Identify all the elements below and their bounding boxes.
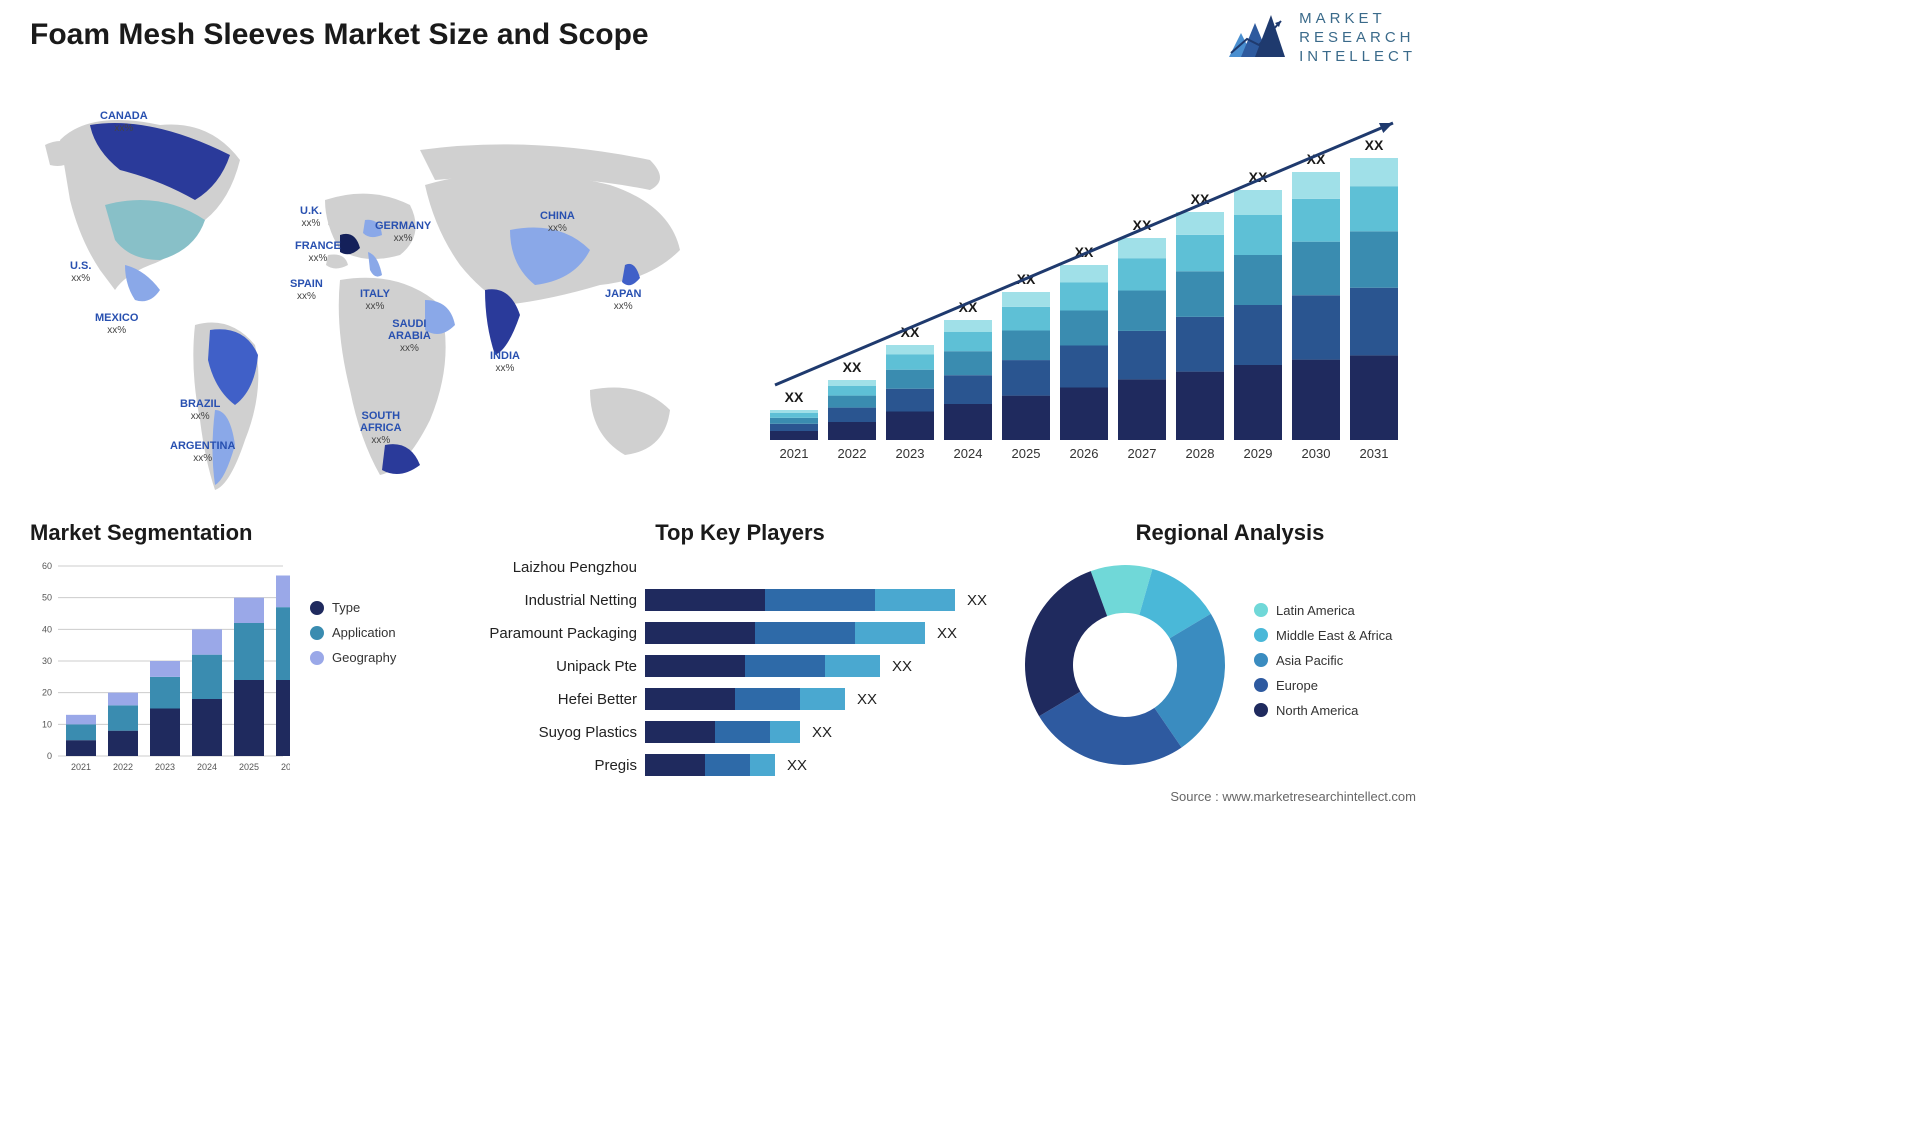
legend-item: Type — [310, 600, 396, 615]
svg-text:XX: XX — [1365, 137, 1384, 153]
svg-text:30: 30 — [42, 656, 52, 666]
svg-text:2028: 2028 — [1186, 446, 1215, 461]
svg-text:XX: XX — [843, 359, 862, 375]
world-map: CANADAxx% U.S.xx% MEXICOxx% BRAZILxx% ARGENT… — [30, 90, 730, 490]
segmentation-title: Market Segmentation — [30, 520, 450, 546]
map-label: INDIAxx% — [490, 350, 520, 374]
svg-text:2024: 2024 — [197, 762, 217, 772]
map-label: ITALYxx% — [360, 288, 390, 312]
svg-text:Suyog Plastics: Suyog Plastics — [539, 724, 637, 741]
svg-text:2023: 2023 — [155, 762, 175, 772]
legend-item: North America — [1254, 703, 1392, 718]
legend-item: Europe — [1254, 678, 1392, 693]
legend-item: Application — [310, 625, 396, 640]
svg-text:2029: 2029 — [1244, 446, 1273, 461]
regional-section: Regional Analysis Latin America Middle Ea… — [1020, 520, 1440, 770]
regional-donut — [1020, 560, 1230, 770]
svg-text:2025: 2025 — [1012, 446, 1041, 461]
svg-text:Hefei Better: Hefei Better — [558, 691, 637, 708]
map-label: ARGENTINAxx% — [170, 440, 235, 464]
legend-item: Asia Pacific — [1254, 653, 1392, 668]
brand-logo: MARKET RESEARCH INTELLECT — [1227, 10, 1416, 66]
svg-text:2030: 2030 — [1302, 446, 1331, 461]
map-label: CANADAxx% — [100, 110, 148, 134]
segmentation-section: Market Segmentation 0 10 20 30 40 50 60 2021 202… — [30, 520, 450, 780]
svg-text:Paramount Packaging: Paramount Packaging — [489, 625, 637, 642]
svg-text:40: 40 — [42, 624, 52, 634]
growth-chart: XX2021XX2022XX2023XX2024XX2025XX2026XX20… — [760, 90, 1420, 470]
svg-text:2021: 2021 — [71, 762, 91, 772]
svg-text:50: 50 — [42, 593, 52, 603]
page-title: Foam Mesh Sleeves Market Size and Scope — [30, 18, 649, 52]
players-chart: Laizhou Pengzhou Industrial Netting XX Para… — [470, 554, 1010, 794]
segmentation-legend: Type Application Geography — [310, 560, 396, 780]
svg-text:XX: XX — [967, 592, 987, 609]
svg-text:XX: XX — [937, 625, 957, 642]
svg-text:2022: 2022 — [113, 762, 133, 772]
svg-text:2023: 2023 — [896, 446, 925, 461]
map-label: SAUDIARABIAxx% — [388, 318, 431, 354]
source-text: Source : www.marketresearchintellect.com — [1170, 789, 1416, 804]
svg-text:2026: 2026 — [281, 762, 290, 772]
map-label: JAPANxx% — [605, 288, 641, 312]
svg-text:XX: XX — [857, 691, 877, 708]
svg-text:Laizhou Pengzhou: Laizhou Pengzhou — [513, 559, 637, 576]
svg-text:10: 10 — [42, 719, 52, 729]
svg-text:Industrial Netting: Industrial Netting — [524, 592, 637, 609]
svg-text:2024: 2024 — [954, 446, 983, 461]
svg-text:XX: XX — [787, 757, 807, 774]
svg-text:Pregis: Pregis — [594, 757, 637, 774]
map-label: SPAINxx% — [290, 278, 323, 302]
legend-item: Middle East & Africa — [1254, 628, 1392, 643]
map-label: GERMANYxx% — [375, 220, 431, 244]
legend-item: Geography — [310, 650, 396, 665]
svg-text:2031: 2031 — [1360, 446, 1389, 461]
svg-text:2026: 2026 — [1070, 446, 1099, 461]
svg-text:0: 0 — [47, 751, 52, 761]
regional-legend: Latin America Middle East & Africa Asia Pa… — [1254, 603, 1392, 728]
logo-text: MARKET RESEARCH INTELLECT — [1299, 10, 1416, 66]
map-label: MEXICOxx% — [95, 312, 138, 336]
segmentation-chart: 0 10 20 30 40 50 60 2021 2022 2023 2024 2025 2026 — [30, 560, 290, 780]
players-title: Top Key Players — [470, 520, 1010, 546]
svg-text:Unipack Pte: Unipack Pte — [556, 658, 637, 675]
map-label: CHINAxx% — [540, 210, 575, 234]
svg-text:XX: XX — [812, 724, 832, 741]
regional-title: Regional Analysis — [1020, 520, 1440, 546]
legend-item: Latin America — [1254, 603, 1392, 618]
map-label: BRAZILxx% — [180, 398, 220, 422]
svg-text:2025: 2025 — [239, 762, 259, 772]
svg-text:XX: XX — [892, 658, 912, 675]
svg-text:2027: 2027 — [1128, 446, 1157, 461]
map-label: SOUTHAFRICAxx% — [360, 410, 402, 446]
svg-text:2022: 2022 — [838, 446, 867, 461]
svg-text:2021: 2021 — [780, 446, 809, 461]
map-label: FRANCExx% — [295, 240, 341, 264]
svg-text:XX: XX — [785, 389, 804, 405]
svg-text:60: 60 — [42, 561, 52, 571]
map-label: U.K.xx% — [300, 205, 322, 229]
logo-icon — [1227, 13, 1287, 63]
map-label: U.S.xx% — [70, 260, 91, 284]
svg-text:20: 20 — [42, 688, 52, 698]
players-section: Top Key Players Laizhou Pengzhou Industri… — [470, 520, 1010, 799]
